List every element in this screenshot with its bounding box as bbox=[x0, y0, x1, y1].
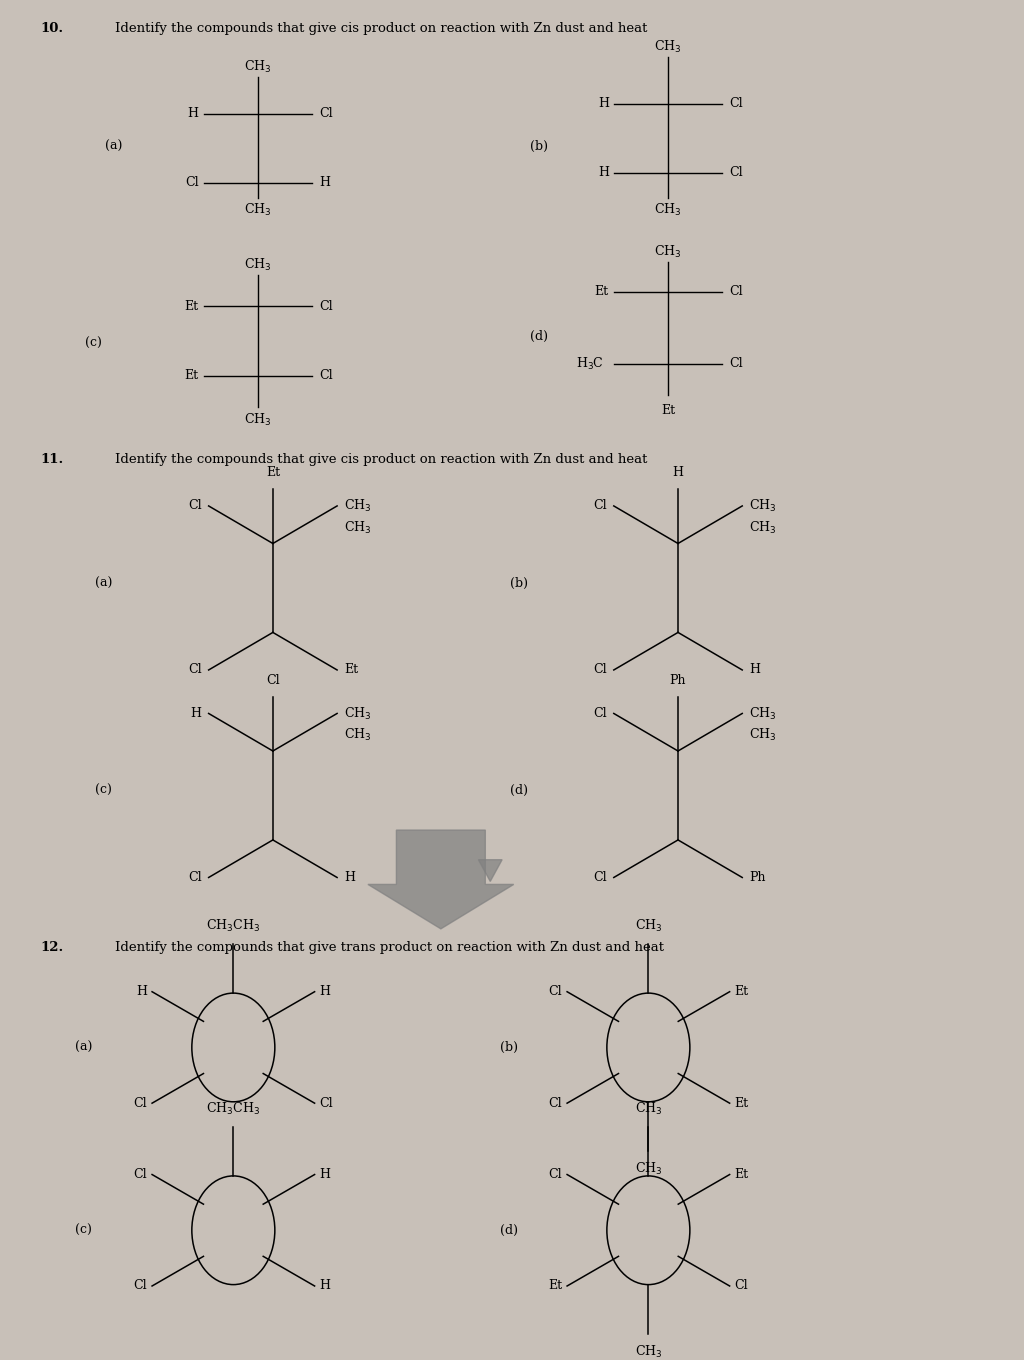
Text: Cl: Cl bbox=[133, 1096, 147, 1110]
Text: H: H bbox=[344, 870, 355, 884]
Text: Cl: Cl bbox=[729, 98, 743, 110]
Text: Cl: Cl bbox=[319, 369, 333, 382]
Text: Cl: Cl bbox=[133, 1280, 147, 1292]
Text: (b): (b) bbox=[510, 577, 528, 589]
Text: CH$_3$: CH$_3$ bbox=[245, 257, 271, 273]
Text: H: H bbox=[319, 1168, 331, 1180]
Text: H: H bbox=[136, 985, 147, 998]
Text: H: H bbox=[598, 166, 609, 180]
Text: Identify the compounds that give cis product on reaction with Zn dust and heat: Identify the compounds that give cis pro… bbox=[115, 22, 647, 35]
Text: Et: Et bbox=[184, 299, 199, 313]
Text: 12.: 12. bbox=[41, 941, 63, 953]
Text: Identify the compounds that give cis product on reaction with Zn dust and heat: Identify the compounds that give cis pro… bbox=[115, 453, 647, 465]
Text: Ph: Ph bbox=[670, 673, 686, 687]
Text: Cl: Cl bbox=[729, 358, 743, 370]
Text: CH$_3$: CH$_3$ bbox=[654, 243, 682, 260]
Text: CH$_3$: CH$_3$ bbox=[635, 1161, 663, 1178]
Text: Et: Et bbox=[734, 1096, 749, 1110]
Text: (b): (b) bbox=[529, 140, 548, 152]
Text: (d): (d) bbox=[529, 329, 548, 343]
Text: (a): (a) bbox=[75, 1040, 92, 1054]
Text: (a): (a) bbox=[104, 140, 122, 152]
Text: Cl: Cl bbox=[593, 870, 607, 884]
Text: CH$_3$: CH$_3$ bbox=[344, 706, 372, 722]
Text: H: H bbox=[190, 707, 202, 719]
Text: H$_3$C: H$_3$C bbox=[577, 355, 604, 371]
Text: Ph: Ph bbox=[750, 870, 766, 884]
Text: Cl: Cl bbox=[319, 107, 333, 120]
Text: H: H bbox=[598, 98, 609, 110]
Text: 10.: 10. bbox=[41, 22, 63, 35]
Text: CH$_3$: CH$_3$ bbox=[344, 498, 372, 514]
Polygon shape bbox=[478, 860, 502, 881]
Polygon shape bbox=[368, 830, 514, 929]
Text: Cl: Cl bbox=[549, 1096, 562, 1110]
Text: Cl: Cl bbox=[319, 299, 333, 313]
Text: H: H bbox=[319, 1280, 331, 1292]
Text: H: H bbox=[319, 177, 331, 189]
Text: Et: Et bbox=[734, 1168, 749, 1180]
Text: (d): (d) bbox=[510, 783, 528, 797]
Text: CH$_3$: CH$_3$ bbox=[654, 201, 682, 218]
Text: Et: Et bbox=[734, 985, 749, 998]
Text: CH$_3$: CH$_3$ bbox=[750, 706, 776, 722]
Text: (c): (c) bbox=[85, 337, 102, 351]
Text: CH$_3$: CH$_3$ bbox=[635, 1344, 663, 1360]
Text: Et: Et bbox=[662, 404, 675, 416]
Text: Cl: Cl bbox=[188, 664, 202, 676]
Text: Et: Et bbox=[548, 1280, 562, 1292]
Text: Cl: Cl bbox=[593, 707, 607, 719]
Text: CH$_3$CH$_3$: CH$_3$CH$_3$ bbox=[207, 918, 260, 934]
Text: (c): (c) bbox=[75, 1224, 92, 1236]
Text: Cl: Cl bbox=[593, 499, 607, 513]
Text: CH$_3$CH$_3$: CH$_3$CH$_3$ bbox=[207, 1100, 260, 1117]
Text: Et: Et bbox=[184, 369, 199, 382]
Text: CH$_3$: CH$_3$ bbox=[344, 520, 372, 536]
Text: H: H bbox=[750, 664, 760, 676]
Text: CH$_3$: CH$_3$ bbox=[750, 728, 776, 744]
Text: Cl: Cl bbox=[734, 1280, 749, 1292]
Text: Et: Et bbox=[344, 664, 358, 676]
Text: CH$_3$: CH$_3$ bbox=[635, 918, 663, 934]
Text: CH$_3$: CH$_3$ bbox=[344, 728, 372, 744]
Text: CH$_3$: CH$_3$ bbox=[750, 498, 776, 514]
Text: H: H bbox=[187, 107, 199, 120]
Text: Cl: Cl bbox=[188, 870, 202, 884]
Text: Cl: Cl bbox=[188, 499, 202, 513]
Text: H: H bbox=[319, 985, 331, 998]
Text: CH$_3$: CH$_3$ bbox=[654, 39, 682, 56]
Text: Cl: Cl bbox=[549, 985, 562, 998]
Text: Cl: Cl bbox=[729, 166, 743, 180]
Text: (a): (a) bbox=[95, 577, 113, 589]
Text: 11.: 11. bbox=[41, 453, 63, 465]
Text: CH$_3$: CH$_3$ bbox=[750, 520, 776, 536]
Text: Cl: Cl bbox=[133, 1168, 147, 1180]
Text: Et: Et bbox=[595, 286, 609, 298]
Text: H: H bbox=[673, 466, 683, 479]
Text: Identify the compounds that give trans product on reaction with Zn dust and heat: Identify the compounds that give trans p… bbox=[115, 941, 664, 953]
Text: Cl: Cl bbox=[185, 177, 199, 189]
Text: CH$_3$: CH$_3$ bbox=[245, 412, 271, 428]
Text: Cl: Cl bbox=[319, 1096, 333, 1110]
Text: Et: Et bbox=[266, 466, 280, 479]
Text: Cl: Cl bbox=[549, 1168, 562, 1180]
Text: Cl: Cl bbox=[266, 673, 280, 687]
Text: CH$_3$: CH$_3$ bbox=[635, 1100, 663, 1117]
Text: CH$_3$: CH$_3$ bbox=[245, 201, 271, 218]
Text: Cl: Cl bbox=[593, 664, 607, 676]
Text: (c): (c) bbox=[95, 783, 112, 797]
Text: (d): (d) bbox=[500, 1224, 518, 1236]
Text: CH$_3$: CH$_3$ bbox=[245, 58, 271, 75]
Text: Cl: Cl bbox=[729, 286, 743, 298]
Text: (b): (b) bbox=[500, 1040, 518, 1054]
